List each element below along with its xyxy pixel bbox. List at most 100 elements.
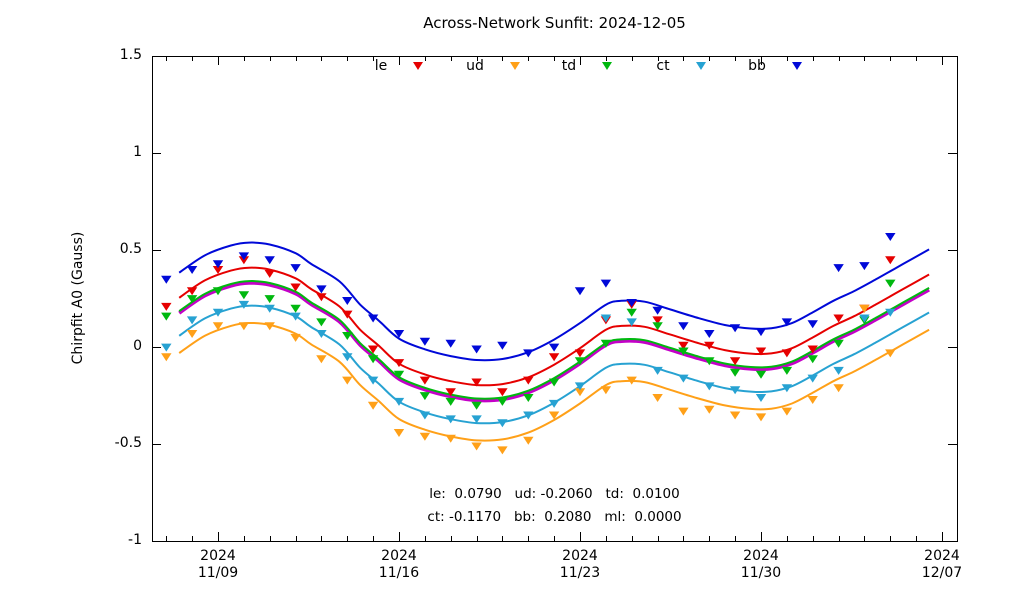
data-point-ct	[471, 415, 482, 424]
data-point-ud	[833, 384, 844, 393]
x-tick-year: 2024	[562, 548, 598, 564]
data-point-ud	[781, 407, 793, 416]
data-point-bb	[807, 320, 818, 329]
data-point-le	[574, 349, 586, 358]
y-tick-label: 1	[133, 144, 142, 160]
data-point-bb	[600, 279, 612, 288]
data-point-ud	[704, 405, 715, 414]
x-tick-date: 12/07	[921, 565, 963, 581]
data-point-td	[186, 295, 198, 304]
x-tick-year: 2024	[381, 548, 417, 564]
fit-curve-le	[178, 266, 930, 387]
data-point-ud	[316, 355, 327, 364]
data-point-td	[833, 339, 844, 348]
data-point-ct	[497, 419, 508, 428]
triangle-down-marker-icon	[413, 62, 424, 70]
data-point-bb	[678, 322, 689, 331]
data-point-le	[523, 376, 534, 385]
data-point-ud	[497, 446, 508, 455]
data-point-le	[316, 293, 327, 302]
data-point-bb	[393, 330, 405, 338]
x-tick-date: 11/16	[378, 565, 420, 581]
y-tick-label: 0	[133, 338, 142, 354]
data-point-ct	[290, 312, 301, 321]
data-point-ct	[574, 382, 586, 391]
y-axis-title: Chirpfit A0 (Gauss)	[70, 231, 86, 365]
data-point-ct	[755, 394, 767, 402]
data-point-td	[212, 287, 224, 296]
data-point-ct	[342, 353, 353, 362]
x-tick-label: 2024 12/07	[907, 548, 977, 582]
legend-item-ct: ct	[634, 58, 728, 74]
data-point-bb	[755, 328, 767, 337]
fit-curve-ud	[178, 321, 930, 442]
data-point-le	[781, 349, 793, 358]
data-point-ct	[885, 308, 896, 317]
data-point-ud	[807, 396, 818, 404]
data-point-td	[161, 312, 172, 321]
data-point-bb	[238, 252, 250, 261]
data-point-le	[704, 341, 715, 350]
x-tick-label: 2024 11/09	[183, 548, 253, 582]
data-point-bb	[729, 324, 741, 333]
data-point-ct	[264, 304, 275, 313]
data-point-bb	[342, 297, 353, 305]
legend-label: ud	[466, 58, 484, 74]
legend-label: td	[561, 58, 577, 74]
data-point-td	[419, 392, 431, 401]
data-point-td	[264, 295, 275, 304]
data-point-bb	[186, 266, 198, 274]
legend: le ud td ct bb	[352, 58, 822, 74]
data-point-le	[678, 341, 689, 350]
data-point-le	[419, 376, 431, 385]
legend-label: bb	[748, 58, 766, 74]
data-point-ct	[678, 374, 689, 383]
data-point-ct	[704, 382, 715, 391]
data-point-ud	[367, 401, 379, 410]
data-point-le	[161, 302, 172, 311]
x-tick-date: 11/23	[559, 565, 601, 581]
y-tick-label: -0.5	[114, 435, 142, 451]
data-point-td	[290, 304, 301, 313]
data-point-ct	[626, 318, 637, 327]
data-point-td	[367, 355, 379, 364]
data-point-bb	[419, 337, 431, 346]
data-point-td	[471, 401, 482, 410]
data-point-le	[342, 310, 353, 319]
data-point-ud	[212, 322, 224, 331]
data-point-bb	[471, 345, 482, 354]
data-point-ud	[264, 322, 275, 331]
x-tick-label: 2024 11/16	[364, 548, 434, 582]
data-point-le	[497, 388, 508, 397]
data-point-ct	[393, 397, 405, 406]
x-tick-year: 2024	[924, 548, 960, 564]
data-point-td	[678, 347, 689, 356]
data-point-bb	[316, 285, 327, 294]
data-point-bb	[212, 260, 224, 269]
data-point-bb	[290, 264, 301, 273]
data-point-bb	[367, 314, 379, 323]
data-point-td	[704, 357, 715, 366]
fit-offsets-line-2: ct: -0.1170 bb: 0.2080 ml: 0.0000	[427, 509, 682, 525]
data-point-ct	[807, 374, 818, 383]
data-point-ud	[600, 386, 612, 395]
data-point-ud	[548, 411, 560, 420]
legend-label: le	[374, 58, 388, 74]
triangle-down-marker-icon	[509, 62, 520, 70]
data-point-ud	[626, 376, 637, 385]
data-point-ud	[729, 411, 741, 420]
legend-item-ud: ud	[446, 58, 540, 74]
data-point-bb	[445, 339, 456, 348]
data-point-bb	[652, 306, 663, 315]
triangle-down-marker-icon	[791, 62, 802, 70]
chart-title: Across-Network Sunfit: 2024-12-05	[423, 14, 686, 32]
data-point-ud	[678, 407, 689, 416]
data-point-le	[652, 316, 663, 325]
data-point-td	[238, 291, 250, 300]
data-point-le	[393, 359, 405, 368]
data-point-ud	[885, 349, 896, 358]
data-point-bb	[833, 264, 844, 273]
data-point-ct	[238, 300, 250, 309]
